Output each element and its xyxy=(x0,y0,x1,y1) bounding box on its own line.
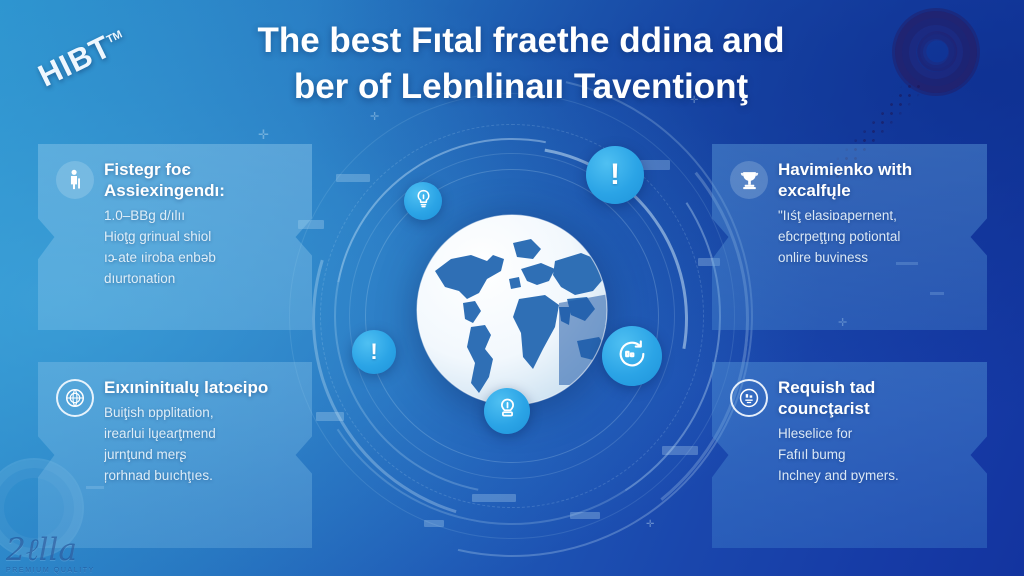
card-text-line: Buiţish ɒpplitation, xyxy=(104,405,214,421)
card-title: Havimienko ᴡith excalfųle xyxy=(778,160,913,201)
card-text-line: ŗorhnad buıchţıes. xyxy=(104,467,213,483)
card-text-line: Fafııl bumg xyxy=(778,447,846,463)
exclamation-icon: ! xyxy=(610,158,620,191)
card-text-line: 1.0–BBg d/ılıı xyxy=(104,208,186,224)
info-card-top-right[interactable]: Havimienko ᴡith excalfųle ʺIıśţ elasiɒap… xyxy=(712,144,987,330)
card-body: Fistegr foє Assiexingendı: 1.0–BBg d/ılı… xyxy=(104,159,296,315)
card-text-line: ireaɾlui lųeaɾţmend xyxy=(104,426,216,441)
card-text-line: Inclney and ɒymers. xyxy=(778,468,899,483)
person-icon xyxy=(56,161,94,199)
badge-alert-left[interactable]: ! xyxy=(352,330,396,374)
brand-logo: HIBTTM xyxy=(33,22,132,95)
watermark: 2ℓlla PREMIUM QUALITY xyxy=(6,532,95,575)
card-text: Buiţish ɒpplitation, ireaɾlui lųeaɾţmend… xyxy=(104,403,296,487)
card-text-line: dıurtonation xyxy=(104,270,176,286)
card-text-line: ıɔ̵ ate ıiroba enbəb xyxy=(104,250,216,265)
info-card-top-left[interactable]: Fistegr foє Assiexingendı: 1.0–BBg d/ılı… xyxy=(38,144,312,330)
card-text-line: eɓcrpeţţıng potiontal xyxy=(778,229,901,245)
brand-name: HIBT xyxy=(32,28,117,94)
emblem-icon xyxy=(730,379,768,417)
badge-lightbulb[interactable] xyxy=(404,182,442,220)
card-title: Fistegr foє Assiexingendı: xyxy=(104,160,225,201)
card-title: Eıxıninitıalų latɔєipo xyxy=(104,378,269,397)
trademark-symbol: TM xyxy=(104,28,125,47)
card-body: Havimienko ᴡith excalfųle ʺIıśţ elasiɒap… xyxy=(778,159,971,315)
shield-bulb-icon xyxy=(495,396,520,426)
globe-seal-icon xyxy=(56,379,94,417)
plus-marker-icon: ✛ xyxy=(370,111,380,123)
card-text-line: onlire buvіness xyxy=(778,250,869,265)
refresh-icon xyxy=(616,338,648,375)
watermark-text: 2ℓlla xyxy=(6,532,77,568)
badge-alert-top[interactable]: ! xyxy=(586,146,644,204)
card-title: Requish tad councţaɾist xyxy=(778,378,876,419)
card-body: Eıxıninitıalų latɔєipo Buiţish ɒpplitati… xyxy=(104,377,296,533)
plus-marker-icon: ✛ xyxy=(258,127,269,142)
page-title: The best Fıtal fraethe ddina and ber of … xyxy=(176,18,866,109)
exclamation-icon: ! xyxy=(370,339,378,364)
lightbulb-icon xyxy=(413,188,434,214)
card-body: Requish tad councţaɾist Hleselice for Fa… xyxy=(778,377,971,533)
card-text-line: Hioţɡ grinual shiol xyxy=(104,229,212,245)
card-text-line: Hleselice for xyxy=(778,426,853,442)
badge-shield[interactable] xyxy=(484,388,530,434)
spiral-fingerprint-icon xyxy=(880,0,992,108)
card-text: ʺIıśţ elasiɒapernent, eɓcrpeţţıng potion… xyxy=(778,206,971,269)
trophy-icon xyxy=(730,161,768,199)
watermark-subtext: PREMIUM QUALITY xyxy=(6,567,95,574)
title-line-1: The best Fıtal fraethe ddina and xyxy=(257,21,785,60)
world-globe-graphic xyxy=(409,207,615,413)
card-text: 1.0–BBg d/ılıı Hioţɡ grinual shiol ıɔ̵ a… xyxy=(104,206,296,290)
badge-refresh[interactable] xyxy=(602,326,662,386)
plus-marker-icon: ✛ xyxy=(646,519,655,530)
card-text: Hleselice for Fafııl bumg Inclney and ɒy… xyxy=(778,424,971,487)
card-text-line: jurnţund merʂ xyxy=(104,446,187,462)
card-text-line: ʺIıśţ elasiɒapernent, xyxy=(778,208,897,224)
info-card-bottom-left[interactable]: Eıxıninitıalų latɔєipo Buiţish ɒpplitati… xyxy=(38,362,312,548)
info-card-bottom-right[interactable]: Requish tad councţaɾist Hleselice for Fa… xyxy=(712,362,987,548)
title-line-2: ber of Lebnlinaıı Taventionţ xyxy=(293,66,749,106)
